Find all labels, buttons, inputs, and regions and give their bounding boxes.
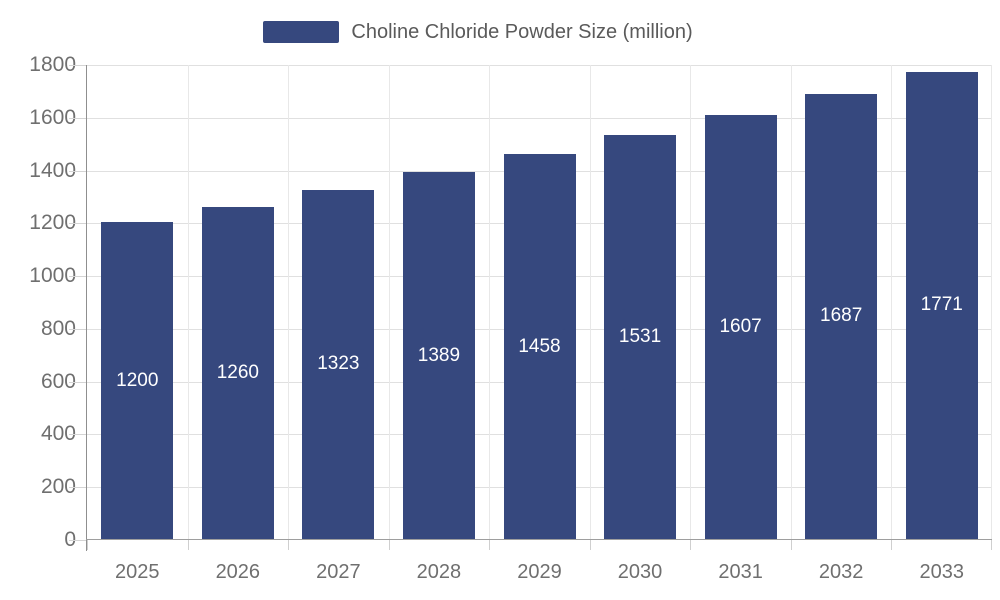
bar: 1687 [805, 93, 878, 539]
legend-swatch [263, 21, 340, 43]
bar: 1771 [905, 71, 978, 539]
bar: 1531 [604, 135, 677, 539]
x-tick-label: 2030 [617, 561, 663, 583]
x-axis-ticks [87, 540, 992, 550]
x-tick-label: 2033 [919, 561, 964, 583]
y-tick [69, 381, 87, 383]
y-tick [69, 276, 87, 278]
x-tick [288, 540, 289, 550]
y-tick-label: 1800 [29, 53, 76, 76]
y-tick-label: 200 [40, 475, 76, 499]
x-tick [489, 540, 490, 550]
y-tick [69, 117, 87, 119]
y-tick-label: 0 [0, 527, 76, 553]
x-axis-line [86, 539, 992, 540]
v-gridline [690, 65, 691, 540]
x-tick [590, 540, 591, 550]
y-tick-label: 800 [40, 316, 76, 340]
x-tick [188, 540, 189, 550]
bar: 1458 [503, 154, 576, 539]
v-gridline [791, 65, 792, 540]
bars-layer: 1200 1260 1323 1389 1458 1531 1607 1687 1771 [87, 65, 992, 540]
bar-value-label: 1200 [116, 369, 159, 391]
x-tick-label: 2031 [718, 561, 763, 583]
x-tick-label: 2029 [517, 561, 562, 583]
x-tick-label: 2032 [818, 561, 864, 583]
y-tick-label: 1200 [29, 211, 76, 235]
y-tick-label: 400 [40, 422, 76, 446]
y-tick [69, 328, 87, 330]
bar-value-label: 1260 [216, 361, 259, 383]
y-tick-label: 1400 [29, 158, 76, 182]
x-axis-labels: 2025 2026 2027 2028 2029 2030 2031 2032 2033 [87, 558, 992, 590]
y-tick [69, 65, 87, 66]
x-tick [991, 540, 992, 550]
plot-area: 1200 1260 1323 1389 1458 1531 1607 1687 1771 [86, 65, 992, 551]
x-tick [389, 540, 390, 550]
y-axis-line [86, 65, 87, 551]
y-tick [69, 434, 87, 436]
x-tick [791, 540, 792, 550]
y-tick [69, 487, 87, 489]
bar-value-label: 1531 [618, 326, 662, 347]
v-gridline [489, 65, 490, 540]
bar: 1389 [402, 172, 475, 539]
x-tick [891, 540, 892, 550]
v-gridline [389, 65, 390, 540]
y-tick-label: 1600 [29, 105, 76, 129]
legend[interactable]: Choline Chloride Powder Size (million) [0, 19, 1000, 45]
legend-label: Choline Chloride Powder Size (million) [351, 21, 693, 43]
v-gridline [288, 65, 289, 540]
v-gridline [590, 65, 591, 540]
x-tick-label: 2026 [215, 561, 261, 583]
bar-value-label: 1389 [417, 344, 461, 366]
v-gridline [188, 65, 189, 540]
y-tick [69, 223, 87, 225]
y-tick [69, 170, 87, 172]
v-gridline [891, 65, 892, 540]
bar: 1260 [201, 206, 274, 539]
y-tick-label: 1000 [29, 264, 76, 288]
y-axis-ticks [69, 65, 87, 541]
x-tick-label: 2025 [115, 561, 160, 583]
bar-value-label: 1458 [518, 335, 561, 357]
bar: 1607 [704, 114, 777, 539]
y-axis-labels: 0 200 400 600 800 1000 1200 1400 1600 1800 [0, 53, 76, 551]
bar: 1323 [302, 189, 375, 539]
x-tick-label: 2027 [316, 561, 361, 583]
x-tick [690, 540, 691, 550]
v-gridline [991, 65, 992, 540]
bar-value-label: 1771 [920, 294, 963, 316]
bar-value-label: 1323 [317, 353, 360, 375]
bar-value-label: 1607 [719, 315, 762, 337]
x-tick-label: 2028 [416, 561, 462, 583]
y-tick [69, 540, 87, 541]
x-tick [87, 540, 88, 550]
h-gridline [87, 65, 992, 66]
h-gridline [87, 117, 992, 119]
y-tick-label: 600 [40, 369, 76, 393]
bar-value-label: 1687 [820, 305, 863, 327]
bar: 1200 [101, 222, 174, 539]
